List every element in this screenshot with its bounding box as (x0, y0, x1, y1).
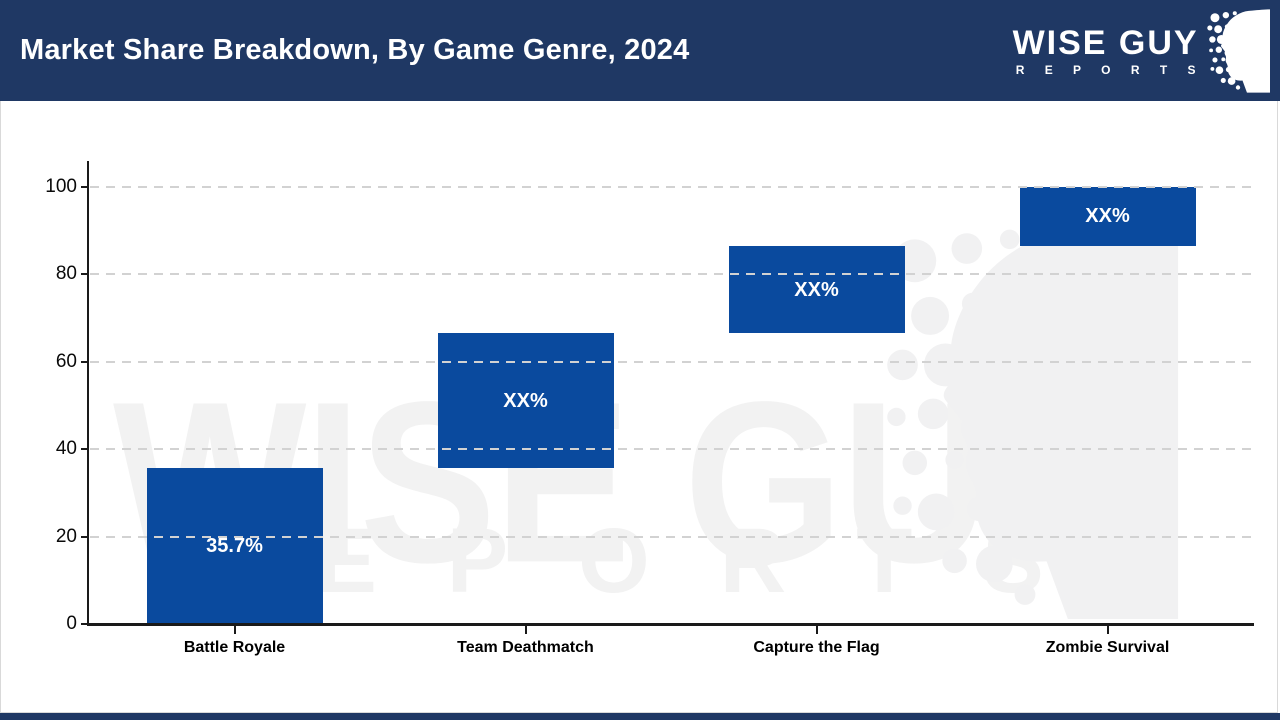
logo-wordmark: WISE GUY (1012, 24, 1199, 62)
y-tick-label: 20 (55, 525, 77, 547)
y-axis-line (87, 161, 89, 626)
x-tick-label: Battle Royale (183, 639, 286, 656)
y-axis-tick (81, 360, 89, 363)
bar-value-label: 35.7% (206, 534, 263, 557)
gridline-60 (90, 360, 1254, 363)
watermark-reports: REPORTS (179, 510, 1114, 612)
chart-area: WISE GUY REPORTS 0 20 40 60 80 100 35.7% Battle… (0, 101, 1278, 713)
x-tick-label: Zombie Survival (1045, 639, 1170, 656)
x-axis-line (87, 623, 1254, 626)
gridline-100 (90, 186, 1254, 188)
bar-segment (146, 467, 323, 624)
logo-subtitle: R E P O R T S (1015, 63, 1204, 77)
bar-value-label: XX% (503, 389, 548, 412)
bar-value-label: XX% (1085, 205, 1130, 228)
y-tick-label: 40 (55, 438, 77, 460)
gridline-80 (90, 273, 1254, 276)
gridline-40 (90, 448, 1254, 451)
logo-text: WISE GUY R E P O R T S (1007, 25, 1204, 78)
y-axis-tick (81, 448, 89, 451)
wise-guy-logo: WISE GUY R E P O R T S (1007, 4, 1270, 97)
gridline-20 (90, 535, 1254, 538)
bar-segment (728, 245, 905, 334)
y-tick-label: 100 (45, 176, 77, 197)
watermark-head-icon (869, 221, 1181, 619)
y-axis-tick (81, 186, 89, 188)
page-title: Market Share Breakdown, By Game Genre, 2… (20, 34, 690, 66)
x-tick-label: Team Deathmatch (457, 639, 594, 656)
x-axis-tick (1106, 626, 1109, 634)
bar-segment (1019, 187, 1196, 246)
y-axis-tick (81, 273, 89, 276)
x-axis-tick (524, 626, 527, 634)
logo-head-icon (1206, 9, 1270, 93)
bar-segment (437, 333, 614, 468)
y-tick-label: 60 (55, 350, 77, 372)
y-tick-label: 80 (55, 263, 77, 285)
footer-bar (0, 713, 1280, 720)
bar-value-label: XX% (794, 278, 839, 301)
x-axis-tick (815, 626, 818, 634)
y-axis-tick (81, 623, 89, 625)
x-axis-tick (233, 626, 236, 634)
y-tick-label: 0 (66, 613, 77, 634)
x-tick-label: Capture the Flag (753, 639, 880, 656)
header-bar: Market Share Breakdown, By Game Genre, 2… (0, 0, 1280, 101)
y-axis-tick (81, 535, 89, 538)
